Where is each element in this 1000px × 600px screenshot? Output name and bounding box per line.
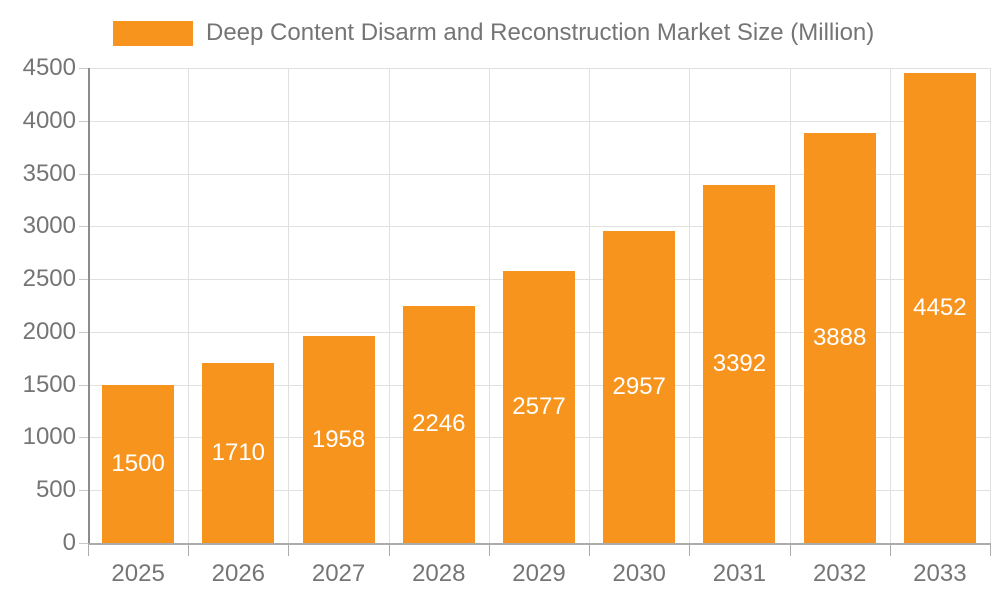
x-tick-label-2030: 2030 bbox=[612, 560, 666, 587]
v-gridline bbox=[188, 68, 190, 543]
bar-2028: 2246 bbox=[402, 305, 475, 543]
bar-2030: 2957 bbox=[603, 230, 676, 543]
bar-value-label: 3888 bbox=[812, 323, 867, 351]
x-tick-label-2031: 2031 bbox=[712, 560, 767, 587]
y-tick-mark bbox=[79, 543, 88, 544]
h-gridline bbox=[88, 226, 990, 228]
bar-value-label: 1500 bbox=[111, 449, 165, 477]
y-tick-mark bbox=[79, 384, 88, 386]
v-gridline bbox=[388, 68, 390, 543]
legend[interactable]: Deep Content Disarm and Reconstruction M… bbox=[113, 19, 874, 47]
x-tick-label-2027: 2027 bbox=[311, 560, 366, 587]
y-tick-label: 4500 bbox=[22, 54, 76, 81]
x-tick-mark bbox=[789, 543, 791, 556]
x-tick-label-2028: 2028 bbox=[412, 560, 466, 587]
x-tick-mark bbox=[689, 543, 691, 556]
y-tick-mark bbox=[79, 173, 88, 175]
x-tick-label-2029: 2029 bbox=[512, 560, 566, 587]
bar-value-label: 2957 bbox=[612, 372, 666, 400]
y-tick-label: 3500 bbox=[22, 159, 76, 187]
x-tick-mark bbox=[88, 543, 89, 556]
y-tick-label: 1500 bbox=[22, 370, 76, 398]
x-tick-mark bbox=[488, 543, 490, 556]
bar-2033: 4452 bbox=[903, 73, 976, 543]
y-tick-mark bbox=[79, 226, 88, 228]
v-gridline bbox=[789, 68, 791, 543]
bar-2025: 1500 bbox=[102, 384, 175, 543]
y-axis-line bbox=[88, 68, 90, 543]
y-tick-mark bbox=[79, 437, 88, 439]
x-tick-label-2032: 2032 bbox=[812, 560, 867, 587]
x-tick-mark bbox=[889, 543, 891, 556]
bar-2027: 1958 bbox=[302, 336, 375, 543]
x-tick-mark bbox=[589, 543, 591, 556]
bar-value-label: 2246 bbox=[412, 410, 466, 438]
x-tick-label-2025: 2025 bbox=[111, 560, 165, 587]
bar-value-label: 1958 bbox=[311, 425, 366, 453]
x-tick-mark bbox=[188, 543, 190, 556]
x-tick-mark bbox=[288, 543, 290, 556]
h-gridline bbox=[88, 173, 990, 175]
y-tick-mark bbox=[79, 331, 88, 333]
bar-value-label: 3392 bbox=[712, 349, 767, 377]
y-tick-label: 2500 bbox=[22, 265, 76, 293]
y-tick-label: 2000 bbox=[22, 317, 76, 345]
v-gridline bbox=[990, 68, 991, 543]
legend-label: Deep Content Disarm and Reconstruction M… bbox=[206, 19, 875, 46]
y-tick-mark bbox=[79, 120, 88, 122]
y-tick-label: 500 bbox=[35, 476, 76, 504]
y-tick-label: 1000 bbox=[22, 423, 76, 451]
bar-2032: 3888 bbox=[803, 132, 876, 543]
v-gridline bbox=[589, 68, 591, 543]
bar-2031: 3392 bbox=[703, 184, 776, 543]
legend-swatch bbox=[113, 20, 193, 46]
x-tick-mark bbox=[990, 543, 991, 556]
bar-2029: 2577 bbox=[503, 270, 575, 543]
v-gridline bbox=[488, 68, 490, 543]
x-tick-mark bbox=[388, 543, 390, 556]
x-tick-label-2026: 2026 bbox=[211, 560, 266, 587]
bar-value-label: 1710 bbox=[211, 438, 266, 466]
x-axis-line bbox=[88, 543, 990, 545]
h-gridline bbox=[88, 120, 990, 122]
y-tick-label: 3000 bbox=[22, 212, 76, 240]
y-tick-mark bbox=[79, 490, 88, 492]
plot-area: 0 500 1000 1500 2000 2500 3000 3500 4000 4500 2025… bbox=[23, 54, 991, 587]
bar-value-label: 4452 bbox=[913, 294, 967, 322]
bar-value-label: 2577 bbox=[512, 392, 566, 420]
y-tick-mark bbox=[79, 68, 88, 69]
y-tick-label: 0 bbox=[62, 529, 76, 556]
y-tick-label: 4000 bbox=[22, 106, 76, 134]
v-gridline bbox=[689, 68, 691, 543]
y-tick-mark bbox=[79, 279, 88, 281]
x-tick-label-2033: 2033 bbox=[913, 560, 967, 587]
h-gridline bbox=[88, 68, 990, 69]
v-gridline bbox=[288, 68, 290, 543]
bar-2026: 1710 bbox=[202, 362, 275, 543]
v-gridline bbox=[889, 68, 891, 543]
